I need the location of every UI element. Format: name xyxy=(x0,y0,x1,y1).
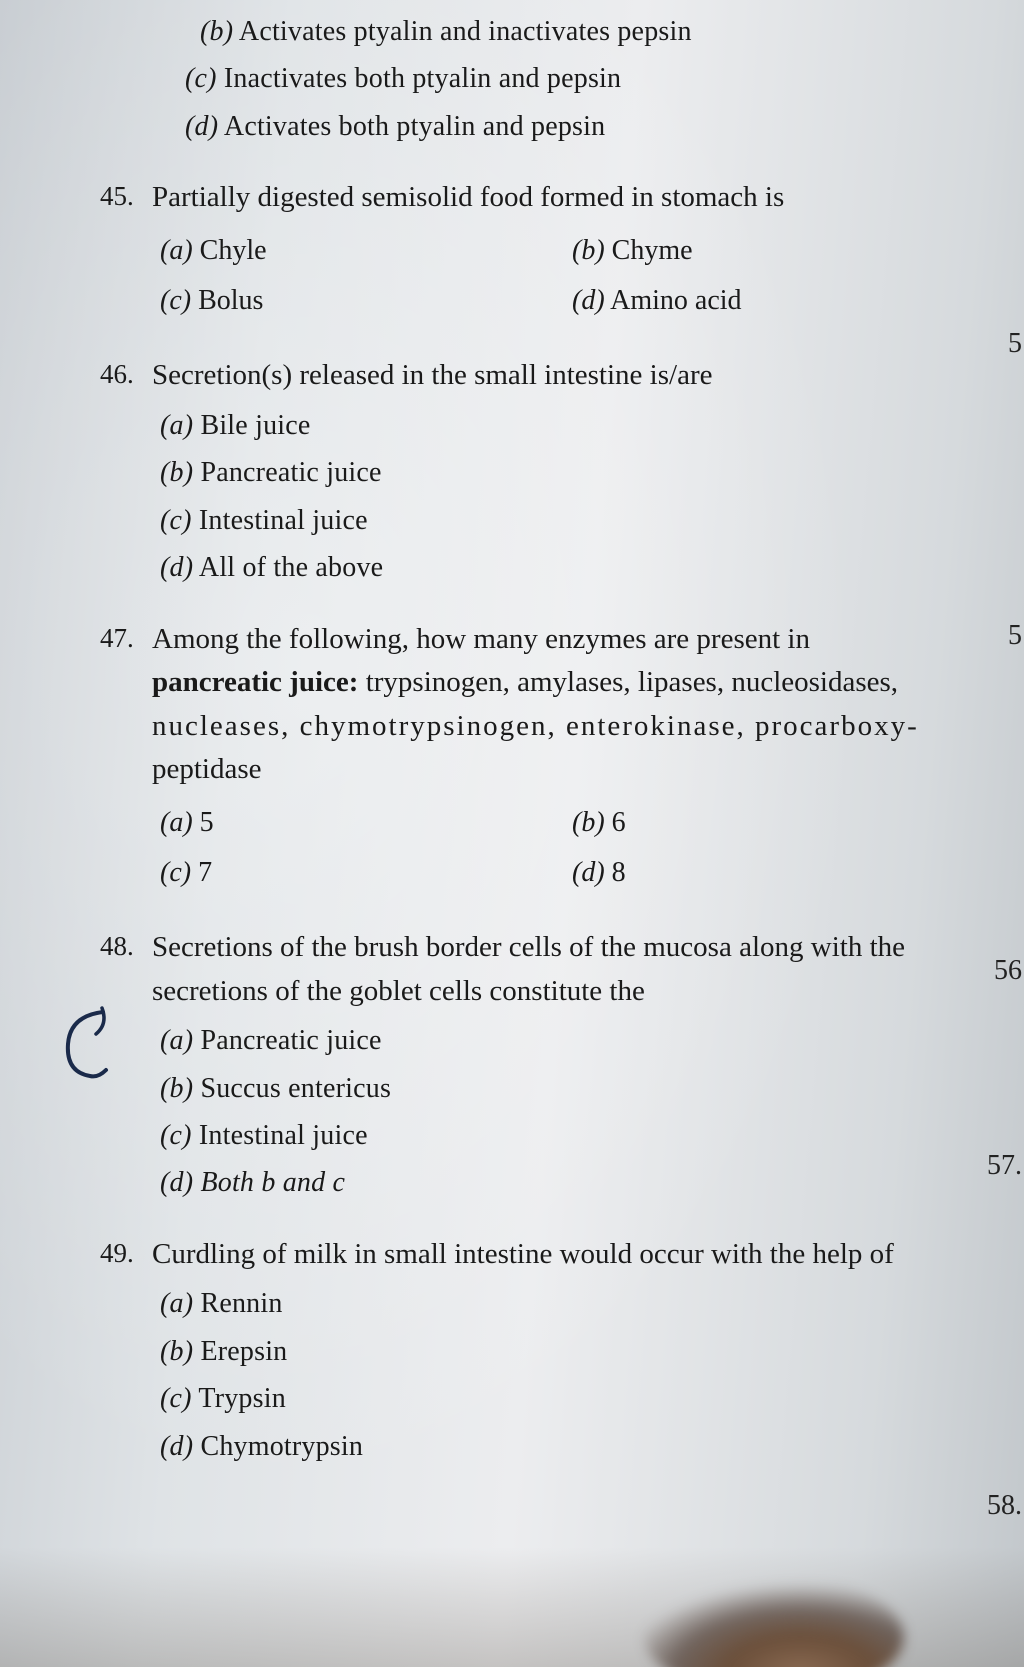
q48-option-a: (a) Pancreatic juice xyxy=(160,1019,984,1062)
q48-option-c: (c) Intestinal juice xyxy=(160,1114,984,1157)
option-text: Activates ptyalin and inactivates pepsin xyxy=(239,16,692,47)
question-text: Curdling of milk in small intestine woul… xyxy=(152,1233,984,1277)
q49-stem: 49. Curdling of milk in small intestine … xyxy=(100,1233,984,1277)
q49-option-c: (c) Trypsin xyxy=(160,1377,984,1420)
page-shadow xyxy=(0,1547,1024,1667)
q46-option-a: (a) Bile juice xyxy=(160,404,984,447)
q45-option-a: (a) Chyle xyxy=(160,226,572,276)
q47-options-row1: (a) 5 (b) 6 xyxy=(160,798,984,848)
q44-option-c: (c) Inactivates both ptyalin and pepsin xyxy=(185,57,984,100)
q46-option-b: (b) Pancreatic juice xyxy=(160,451,984,494)
q45-option-d: (d) Amino acid xyxy=(572,276,984,326)
margin-text: 56 xyxy=(994,955,1022,987)
q47-option-d: (d) 8 xyxy=(572,848,984,898)
q47-stem: 47. Among the following, how many enzyme… xyxy=(100,618,984,792)
question-text: Partially digested semisolid food formed… xyxy=(152,176,984,220)
exam-page: (b) Activates ptyalin and inactivates pe… xyxy=(0,0,1024,1667)
q44-option-d: (d) Activates both ptyalin and pepsin xyxy=(185,105,984,148)
q45-stem: 45. Partially digested semisolid food fo… xyxy=(100,176,984,220)
question-text: Secretion(s) released in the small intes… xyxy=(152,354,984,398)
question-number: 46. xyxy=(100,354,152,398)
q46-option-c: (c) Intestinal juice xyxy=(160,499,984,542)
q48-option-d: (d) Both b and c xyxy=(160,1161,984,1204)
q47-option-c: (c) 7 xyxy=(160,848,572,898)
question-number: 49. xyxy=(100,1233,152,1277)
q44-option-b: (b) Activates ptyalin and inactivates pe… xyxy=(200,10,984,53)
q45-option-c: (c) Bolus xyxy=(160,276,572,326)
question-number: 48. xyxy=(100,926,152,1013)
q47-option-b: (b) 6 xyxy=(572,798,984,848)
question-number: 45. xyxy=(100,176,152,220)
margin-text: 58. xyxy=(987,1490,1022,1522)
pen-annotation-icon xyxy=(58,1004,128,1084)
q49-option-b: (b) Erepsin xyxy=(160,1330,984,1373)
q48-option-b: (b) Succus entericus xyxy=(160,1067,984,1110)
finger-shadow xyxy=(644,1577,904,1667)
option-text: Inactivates both ptyalin and pepsin xyxy=(224,63,621,94)
q47-option-a: (a) 5 xyxy=(160,798,572,848)
q49-option-d: (d) Chymotrypsin xyxy=(160,1425,984,1468)
question-text: Secretions of the brush border cells of … xyxy=(152,926,984,1013)
option-text: Activates both ptyalin and pepsin xyxy=(224,111,605,142)
q48-stem: 48. Secretions of the brush border cells… xyxy=(100,926,984,1013)
q45-options-row1: (a) Chyle (b) Chyme xyxy=(160,226,984,276)
question-number: 47. xyxy=(100,618,152,792)
margin-text: 5 xyxy=(1008,620,1022,652)
q45-option-b: (b) Chyme xyxy=(572,226,984,276)
question-text: Among the following, how many enzymes ar… xyxy=(152,618,984,792)
q47-options-row2: (c) 7 (d) 8 xyxy=(160,848,984,898)
q45-options-row2: (c) Bolus (d) Amino acid xyxy=(160,276,984,326)
option-label: (c) xyxy=(185,63,217,94)
q46-stem: 46. Secretion(s) released in the small i… xyxy=(100,354,984,398)
q49-option-a: (a) Rennin xyxy=(160,1282,984,1325)
margin-text: 57. xyxy=(987,1150,1022,1182)
margin-text: 5 xyxy=(1008,328,1022,360)
q46-option-d: (d) All of the above xyxy=(160,546,984,589)
option-label: (d) xyxy=(185,111,218,142)
option-label: (b) xyxy=(200,16,233,47)
